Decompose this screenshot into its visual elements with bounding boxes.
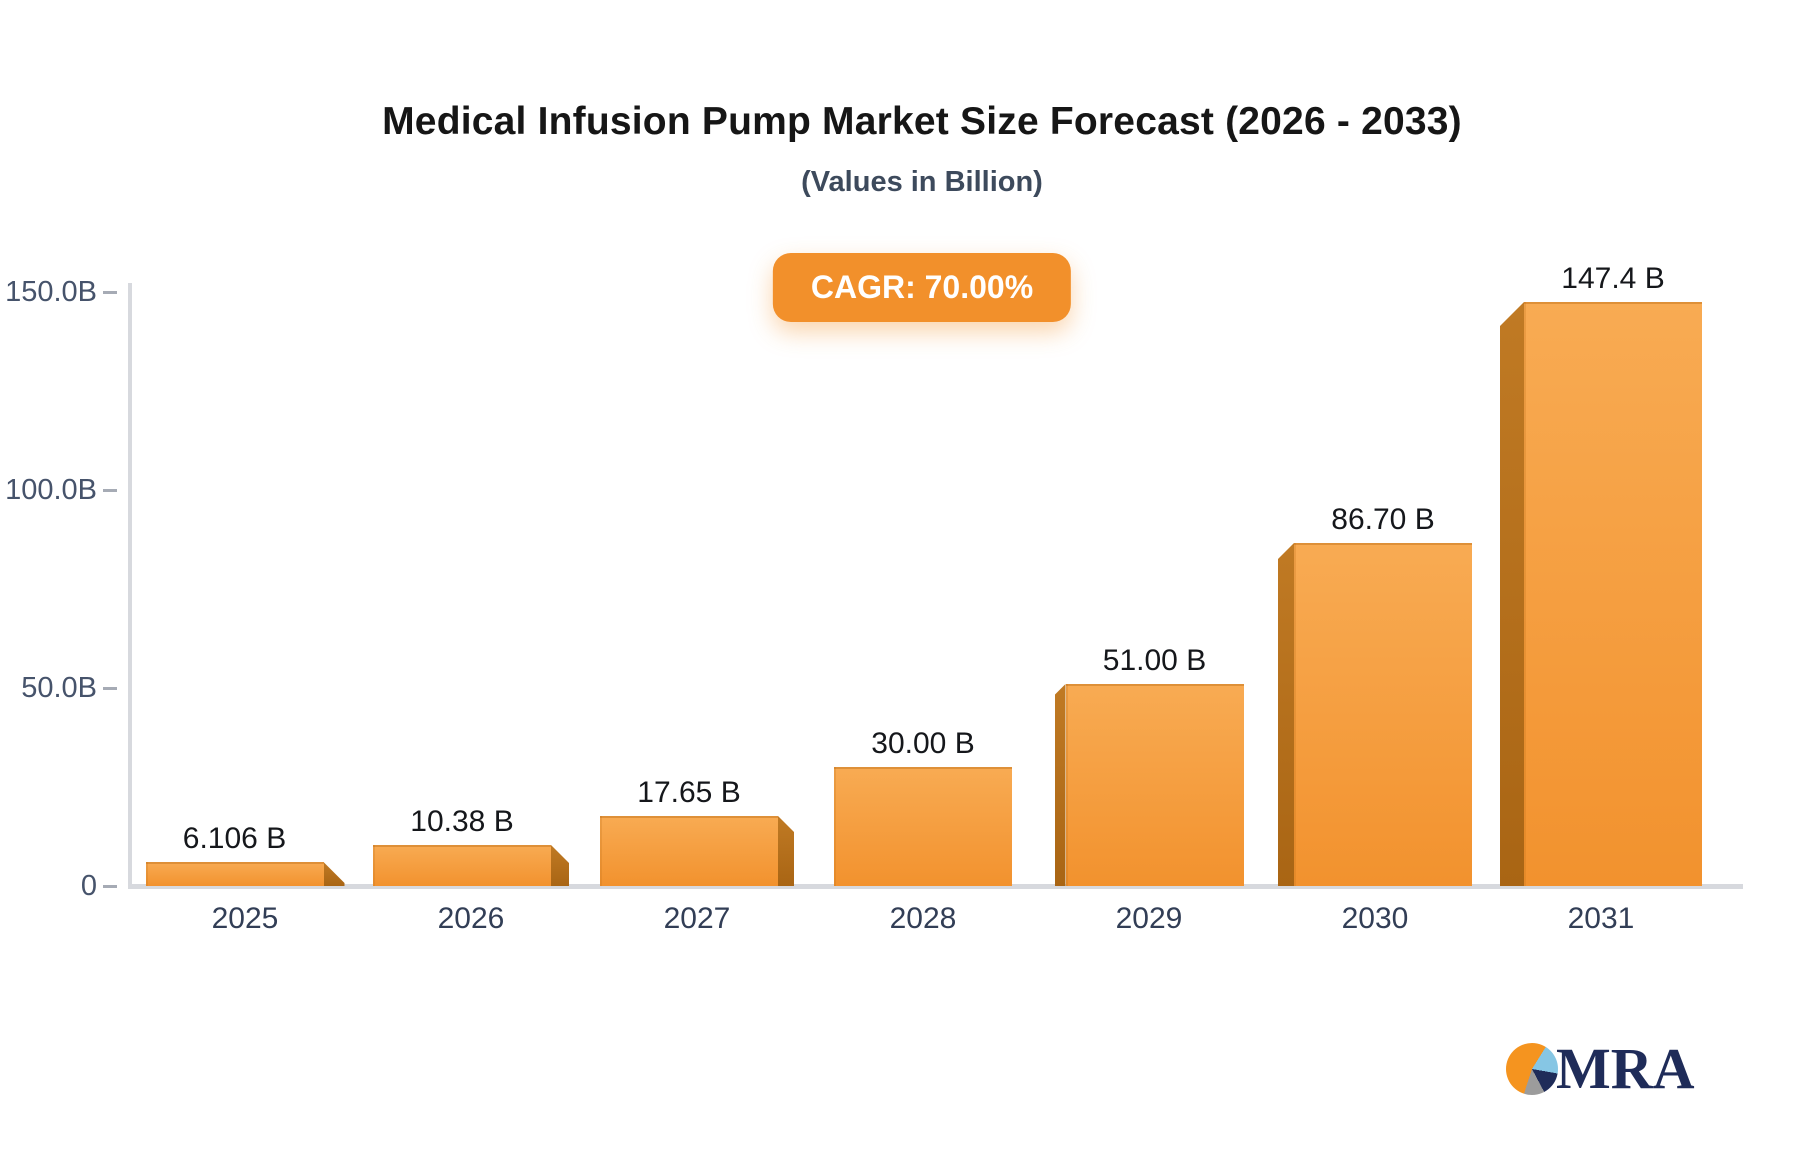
x-label-2026: 2026	[437, 902, 505, 935]
bar-side-2026	[551, 845, 569, 886]
bar-2027	[600, 816, 794, 886]
x-label-2031: 2031	[1567, 902, 1635, 935]
y-tick-50.0B	[103, 687, 117, 690]
x-label-2025: 2025	[211, 902, 279, 935]
bar-face-2028	[834, 767, 1012, 886]
bar-2025	[145, 862, 345, 886]
bar-side-2027	[778, 816, 794, 886]
value-label-2029: 51.00 B	[1102, 644, 1207, 677]
y-tick-100.0B	[103, 489, 117, 492]
value-label-2027: 17.65 B	[637, 776, 741, 809]
bar-2026	[373, 845, 569, 886]
bar-side-2030	[1278, 543, 1294, 886]
logo-text: MRA	[1556, 1036, 1695, 1101]
x-label-2028: 2028	[889, 902, 957, 935]
y-tick-label-0: 0	[80, 870, 97, 902]
x-axis-line	[128, 884, 1743, 889]
x-label-2029: 2029	[1115, 902, 1183, 935]
y-axis-line	[128, 283, 132, 889]
bar-face-2025	[145, 862, 324, 886]
bar-side-2025	[323, 862, 345, 886]
chart-subtitle: (Values in Billion)	[801, 166, 1043, 198]
pie-chart-icon	[1506, 1043, 1558, 1095]
y-tick-label-50.0B: 50.0B	[21, 672, 97, 704]
bar-face-2026	[373, 845, 551, 886]
chart-title: Medical Infusion Pump Market Size Foreca…	[382, 100, 1462, 143]
bar-face-2029	[1065, 684, 1244, 886]
value-label-2030: 86.70 B	[1331, 503, 1435, 536]
x-label-2030: 2030	[1341, 902, 1409, 935]
value-label-2026: 10.38 B	[410, 805, 514, 838]
bar-2029	[1054, 684, 1244, 886]
bar-face-2027	[600, 816, 778, 886]
cagr-badge: CAGR: 70.00%	[772, 253, 1072, 322]
y-tick-0	[103, 885, 117, 888]
y-tick-label-100.0B: 100.0B	[5, 474, 97, 506]
value-label-2028: 30.00 B	[871, 727, 975, 760]
bar-2030	[1278, 543, 1472, 886]
bar-face-2031	[1524, 302, 1702, 886]
bar-2031	[1500, 302, 1702, 886]
bar-side-2029	[1054, 684, 1066, 886]
bar-side-2031	[1500, 302, 1524, 886]
x-label-2027: 2027	[663, 902, 731, 935]
value-label-2031: 147.4 B	[1561, 262, 1665, 295]
bar-face-2030	[1294, 543, 1472, 886]
bar-2028	[834, 767, 1012, 886]
value-label-2025: 6.106 B	[182, 822, 287, 855]
mra-logo: MRA	[1504, 1038, 1714, 1100]
y-tick-150.0B	[103, 291, 117, 294]
y-tick-label-150.0B: 150.0B	[5, 276, 97, 308]
